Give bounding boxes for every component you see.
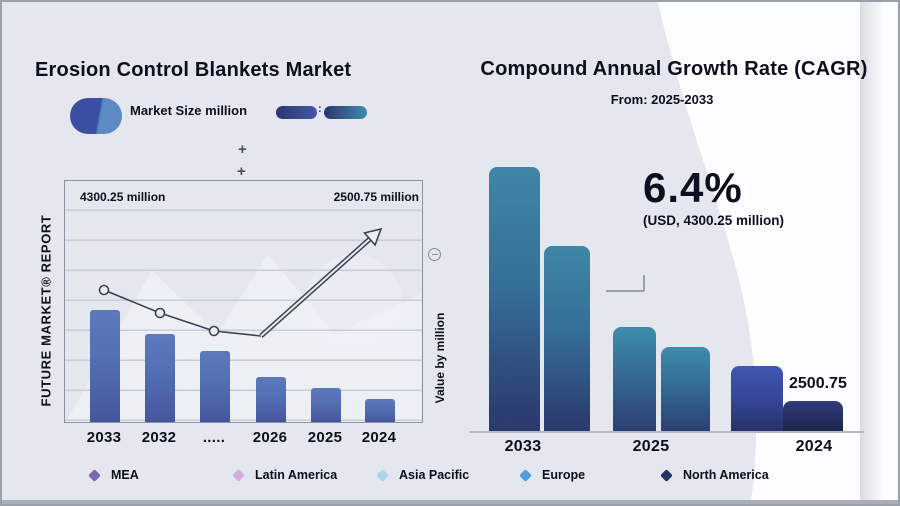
legend-label: Europe [542, 468, 586, 482]
legend-diamond-icon [232, 468, 245, 482]
cagr-title: Compound Annual Growth Rate (CAGR) [480, 58, 868, 80]
market-chart-panel: 4300.25 million 2500.75 million [64, 180, 423, 423]
market-x-label: 2026 [252, 429, 288, 446]
legend-label: North America [683, 468, 769, 482]
cagr-x-label: 2024 [795, 438, 833, 455]
legend-item-latin-america: Latin America [232, 466, 338, 484]
corner-bracket-decoration [606, 290, 644, 292]
cagr-x-label: 2033 [504, 438, 542, 455]
legend-label: Latin America [255, 468, 338, 482]
scale-pill-teal [324, 106, 367, 119]
market-max-value-label: 4300.25 million [80, 190, 166, 204]
market-x-label: ..... [202, 429, 226, 446]
cagr-subtitle: From: 2025-2033 [610, 92, 714, 107]
market-x-label: 2025 [307, 429, 343, 446]
plus-decoration: + [238, 141, 247, 158]
legend-label: MEA [111, 468, 139, 482]
cagr-bar [544, 246, 590, 432]
cagr-bar [731, 366, 783, 432]
minus-circle-icon [428, 248, 441, 261]
legend-item-europe: Europe [519, 466, 586, 484]
legend-diamond-icon [88, 468, 101, 482]
cagr-baseline [469, 431, 864, 433]
cagr-bar [613, 327, 656, 432]
cagr-bar [661, 347, 710, 432]
cagr-bar [489, 167, 540, 432]
cagr-value: 6.4% [643, 164, 743, 211]
legend-item-north-america: North America [660, 466, 769, 484]
legend-diamond-icon [376, 468, 389, 482]
corner-bracket-decoration [643, 275, 645, 291]
legend-item-mea: MEA [88, 466, 139, 484]
region-legend: MEA Latin America Asia Pacific Europe North … [2, 466, 898, 492]
cagr-bar [783, 401, 843, 432]
legend-diamond-icon [660, 468, 673, 482]
value-axis-label: Value by million [433, 312, 447, 404]
market-x-label: 2033 [86, 429, 122, 446]
trend-line-arrow [98, 227, 383, 338]
legend-label: Asia Pacific [399, 468, 470, 482]
cagr-x-label: 2025 [632, 438, 670, 455]
legend-item-asia-pacific: Asia Pacific [376, 466, 470, 484]
watermark-vertical-text: FUTURE MARKET® REPORT [38, 214, 54, 407]
plus-decoration: + [237, 163, 246, 180]
market-min-value-label: 2500.75 million [333, 190, 419, 204]
legend-diamond-icon [519, 468, 532, 482]
market-size-legend-label: Market Size million [130, 103, 248, 118]
scale-pill-separator: : [318, 103, 322, 115]
scale-pill-blue [276, 106, 317, 119]
cagr-caption: (USD, 4300.25 million) [643, 213, 785, 228]
market-x-label: 2032 [141, 429, 177, 446]
market-x-label: 2024 [361, 429, 397, 446]
market-size-cylinder-icon [70, 98, 122, 134]
market-x-axis: 2033 2032..... 2026 2025 2024 [64, 427, 423, 447]
page-title: Erosion Control Blankets Market [35, 59, 352, 81]
bottom-frame-edge [2, 500, 898, 504]
cagr-callout-value: 2500.75 [789, 375, 847, 392]
